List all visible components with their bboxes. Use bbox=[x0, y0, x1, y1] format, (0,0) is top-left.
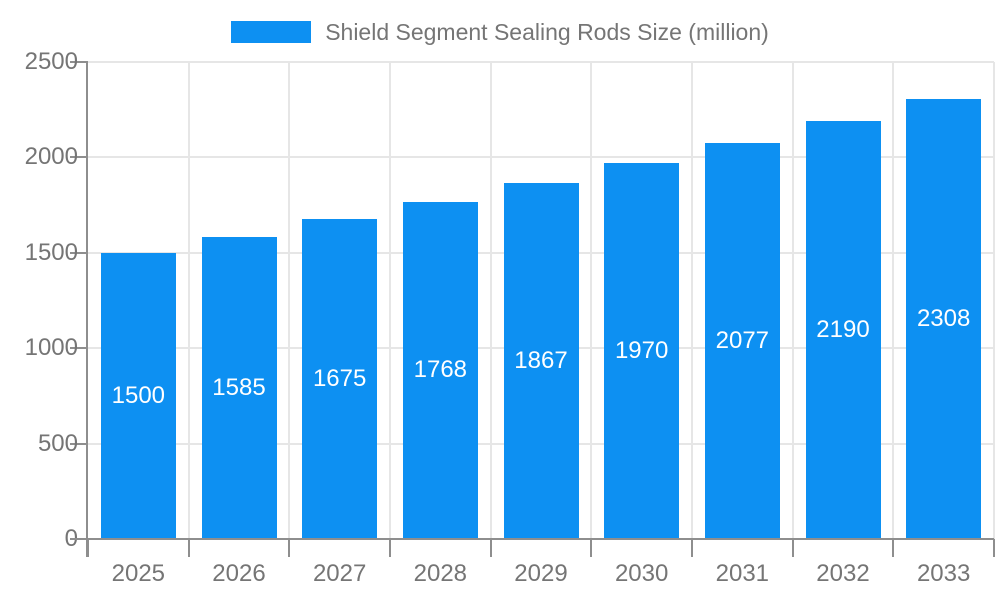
x-axis-tick bbox=[892, 539, 895, 557]
chart-legend: Shield Segment Sealing Rods Size (millio… bbox=[0, 18, 1000, 45]
x-axis-tick bbox=[993, 539, 995, 557]
bar bbox=[906, 98, 982, 539]
bar-value-label: 1585 bbox=[212, 373, 266, 401]
grid-line-vertical bbox=[590, 62, 593, 539]
bar bbox=[100, 252, 176, 539]
y-axis-tick bbox=[70, 251, 88, 254]
y-axis-tick-label: 500 bbox=[37, 429, 78, 457]
grid-line-vertical bbox=[892, 62, 895, 539]
grid-line-vertical bbox=[389, 62, 391, 539]
y-axis-tick-label: 2000 bbox=[24, 143, 78, 171]
y-axis-line bbox=[86, 62, 88, 557]
bar-value-label: 1675 bbox=[312, 365, 367, 393]
bar bbox=[805, 121, 881, 539]
x-axis-tick-label: 2025 bbox=[111, 560, 166, 587]
bar-value-label: 1768 bbox=[413, 356, 468, 384]
x-axis-tick-label: 2033 bbox=[916, 560, 971, 587]
y-axis-tick bbox=[70, 347, 88, 350]
x-axis-tick-label: 2026 bbox=[212, 560, 266, 587]
y-axis-tick-label: 1500 bbox=[24, 238, 78, 266]
grid-line-vertical bbox=[791, 62, 794, 539]
x-axis-tick-label: 2029 bbox=[514, 560, 568, 587]
grid-line-vertical bbox=[993, 62, 995, 539]
x-axis-tick bbox=[87, 539, 89, 557]
x-axis-tick-label: 2027 bbox=[312, 560, 367, 587]
legend-series-label: Shield Segment Sealing Rods Size (millio… bbox=[325, 18, 769, 45]
legend-swatch-icon bbox=[231, 21, 312, 43]
y-axis-tick bbox=[70, 442, 88, 445]
x-axis-tick-label: 2028 bbox=[413, 560, 468, 587]
y-axis-tick bbox=[70, 61, 88, 63]
grid-line-horizontal bbox=[88, 156, 994, 159]
y-axis-tick-label: 0 bbox=[64, 525, 78, 552]
bar-value-label: 2190 bbox=[816, 316, 870, 344]
x-axis-tick bbox=[489, 539, 492, 557]
y-axis-tick-label: 1000 bbox=[24, 334, 78, 362]
bar bbox=[503, 182, 579, 539]
bar bbox=[704, 142, 780, 539]
x-axis-tick-label: 2030 bbox=[614, 560, 669, 587]
bar-value-label: 1500 bbox=[111, 381, 166, 409]
bar bbox=[201, 236, 277, 539]
x-axis-tick-label: 2032 bbox=[816, 560, 870, 587]
x-axis-tick bbox=[187, 539, 190, 557]
grid-line-vertical bbox=[691, 62, 693, 539]
x-axis-tick bbox=[288, 539, 291, 557]
grid-line-vertical bbox=[288, 62, 291, 539]
bar-value-label: 2308 bbox=[916, 304, 971, 332]
bar bbox=[604, 163, 680, 539]
bar-value-label: 1970 bbox=[614, 337, 669, 365]
x-axis-tick bbox=[389, 539, 391, 557]
x-axis-tick-label: 2031 bbox=[715, 560, 770, 587]
x-axis-tick bbox=[590, 539, 593, 557]
y-axis-tick bbox=[70, 156, 88, 159]
x-axis-tick bbox=[791, 539, 794, 557]
bar-value-label: 1867 bbox=[514, 346, 568, 374]
grid-line-vertical bbox=[489, 62, 492, 539]
x-axis-tick bbox=[691, 539, 693, 557]
grid-line-horizontal bbox=[88, 61, 994, 63]
bar-value-label: 2077 bbox=[715, 326, 770, 354]
bar bbox=[302, 219, 378, 539]
grid-line-vertical bbox=[187, 62, 190, 539]
y-axis-tick-label: 2500 bbox=[24, 48, 78, 75]
x-axis-line bbox=[70, 538, 994, 540]
bar bbox=[402, 201, 478, 539]
